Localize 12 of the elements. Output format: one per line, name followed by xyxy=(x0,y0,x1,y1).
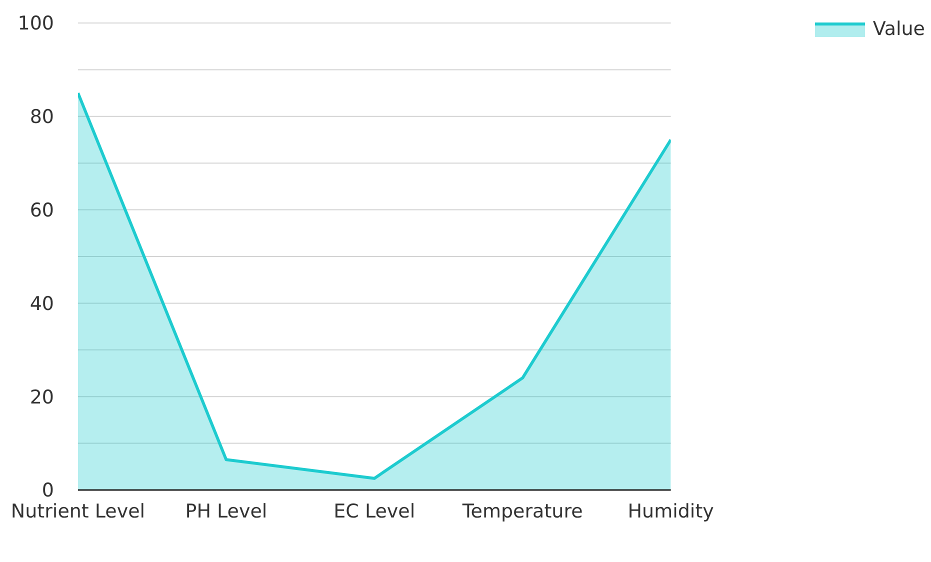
x-tick-label: Temperature xyxy=(461,500,583,522)
y-tick-label: 0 xyxy=(42,480,54,502)
y-tick-label: 60 xyxy=(30,200,54,222)
legend-label: Value xyxy=(872,18,925,40)
y-tick-label: 80 xyxy=(30,106,54,128)
x-tick-label: EC Level xyxy=(334,500,416,522)
x-tick-label: PH Level xyxy=(185,500,268,522)
y-tick-label: 100 xyxy=(18,12,54,35)
y-tick-label: 40 xyxy=(30,292,54,315)
x-tick-label: Humidity xyxy=(628,500,714,522)
y-tick-label: 20 xyxy=(30,386,54,408)
x-tick-label: Nutrient Level xyxy=(10,500,146,522)
